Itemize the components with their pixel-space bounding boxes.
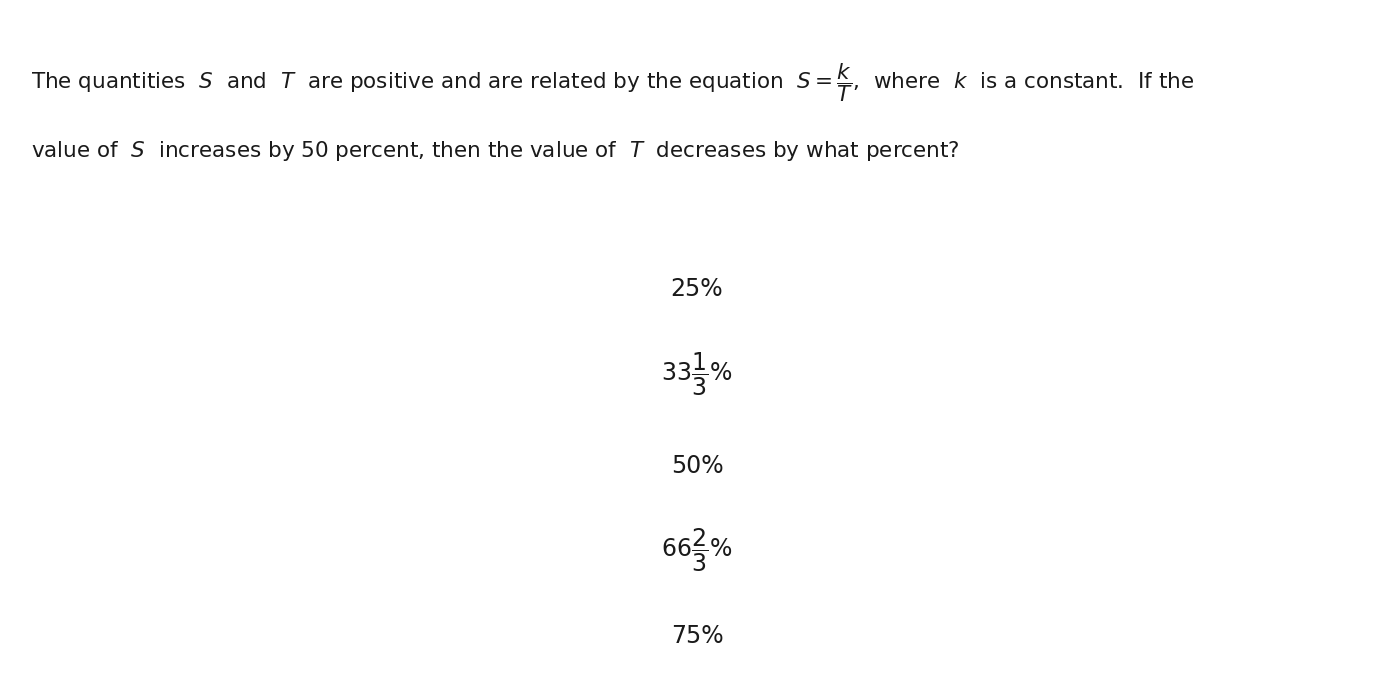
Text: $33\dfrac{1}{3}$%: $33\dfrac{1}{3}$% <box>661 350 733 398</box>
Text: The quantities  $S$  and  $T$  are positive and are related by the equation  $S : The quantities $S$ and $T$ are positive … <box>31 61 1193 104</box>
Text: 75%: 75% <box>671 624 723 648</box>
Text: 50%: 50% <box>671 454 723 478</box>
Text: $66\dfrac{2}{3}$%: $66\dfrac{2}{3}$% <box>661 527 733 575</box>
Text: 25%: 25% <box>671 277 723 301</box>
Text: value of  $S$  increases by 50 percent, then the value of  $T$  decreases by wha: value of $S$ increases by 50 percent, th… <box>31 139 959 163</box>
